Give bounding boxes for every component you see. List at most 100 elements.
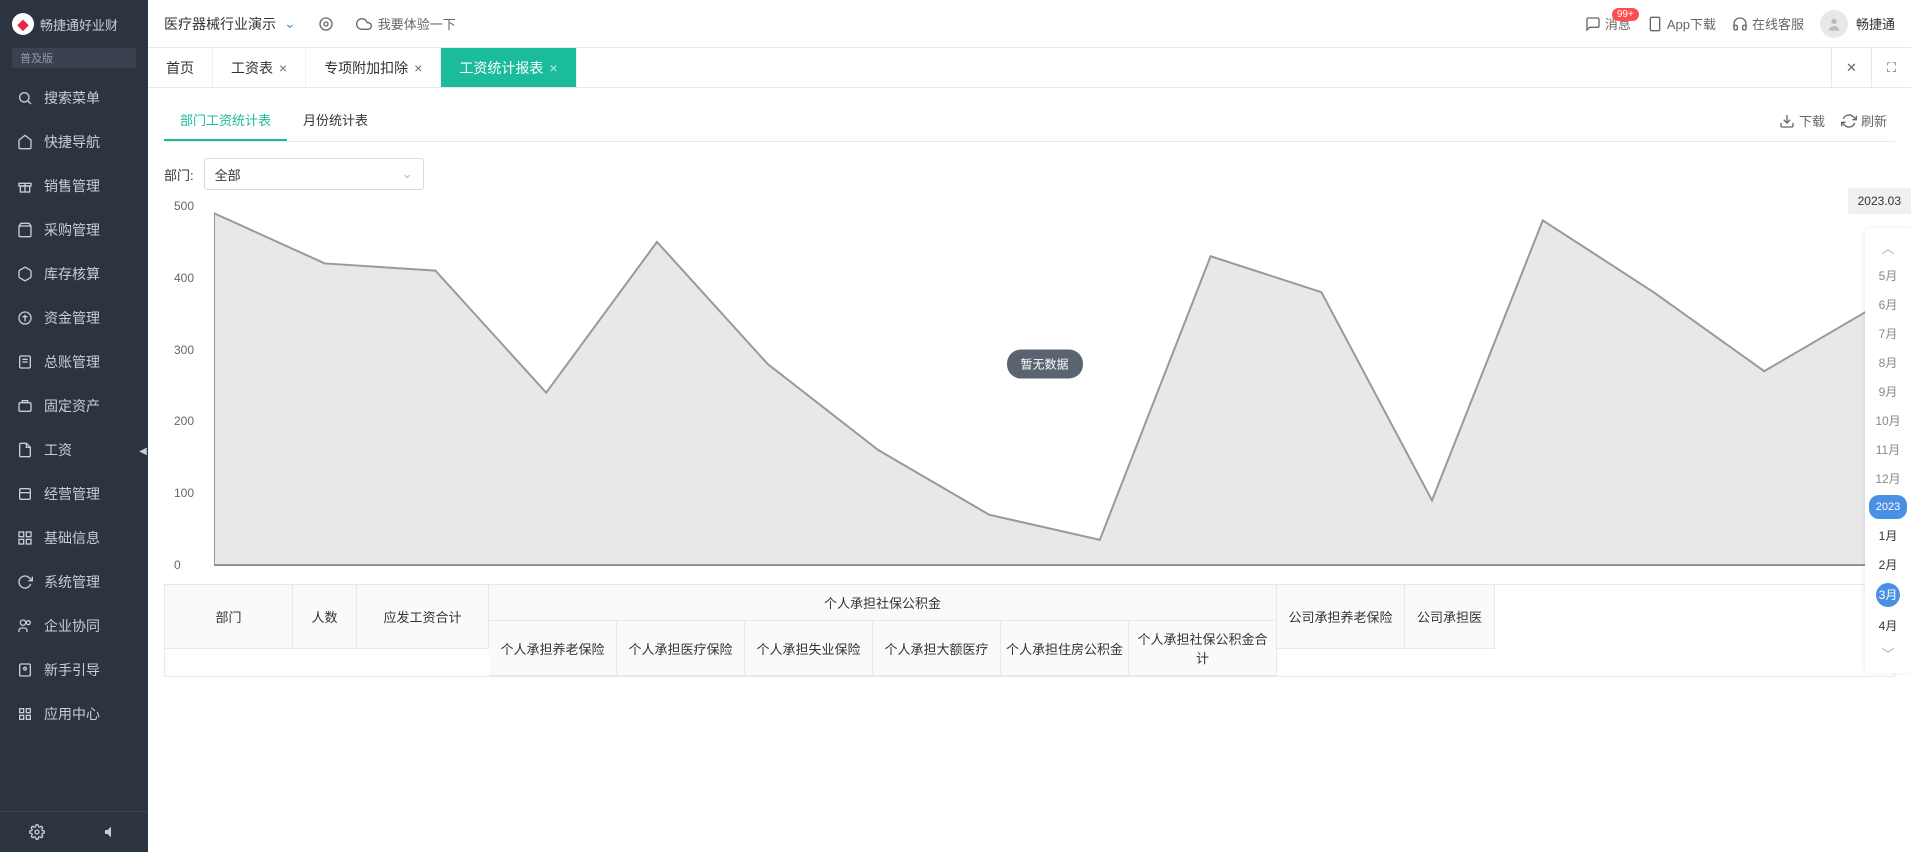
- chevron-down-icon: ⌄: [284, 15, 296, 32]
- sidebar-item-label: 搜索菜单: [44, 88, 100, 108]
- timeline-item-0[interactable]: 5月: [1865, 261, 1911, 290]
- timeline-down-button[interactable]: ﹀: [1865, 640, 1911, 667]
- sidebar-item-10[interactable]: 基础信息: [0, 516, 148, 560]
- sidebar-item-7[interactable]: 固定资产: [0, 384, 148, 428]
- logo-area[interactable]: ◆ 畅捷通好业财: [0, 0, 148, 48]
- collab-icon: [16, 617, 34, 635]
- sidebar-item-4[interactable]: 库存核算: [0, 252, 148, 296]
- table-header: 个人承担大额医疗: [873, 621, 1001, 676]
- refresh-icon: [1841, 113, 1857, 129]
- refresh-label: 刷新: [1861, 111, 1887, 130]
- sidebar-item-14[interactable]: 应用中心: [0, 692, 148, 736]
- header-settings-button[interactable]: [312, 10, 340, 38]
- sidebar-item-label: 资金管理: [44, 308, 100, 328]
- tab-2[interactable]: 专项附加扣除×: [306, 48, 441, 87]
- tab-3[interactable]: 工资统计报表×: [441, 48, 576, 87]
- chart-svg: [214, 206, 1875, 565]
- sidebar-footer: [0, 811, 148, 852]
- tab-label: 工资表: [231, 58, 273, 78]
- sidebar-item-13[interactable]: 新手引导: [0, 648, 148, 692]
- avatar: [1820, 10, 1848, 38]
- timeline-item-1[interactable]: 6月: [1865, 290, 1911, 319]
- search-icon: [16, 89, 34, 107]
- download-button[interactable]: App下载: [1647, 14, 1716, 33]
- timeline-item-11[interactable]: 3月: [1876, 583, 1900, 607]
- sidebar-item-1[interactable]: 快捷导航: [0, 120, 148, 164]
- settings-button[interactable]: [0, 812, 74, 852]
- sidebar-item-3[interactable]: 采购管理: [0, 208, 148, 252]
- user-menu[interactable]: 畅捷通: [1820, 10, 1895, 38]
- timeline-item-6[interactable]: 11月: [1865, 435, 1911, 464]
- sidebar-item-12[interactable]: 企业协同: [0, 604, 148, 648]
- biz-icon: [16, 485, 34, 503]
- sidebar-item-0[interactable]: 搜索菜单: [0, 76, 148, 120]
- department-select[interactable]: 全部 ⌄: [204, 158, 424, 190]
- timeline-item-8[interactable]: 2023: [1869, 495, 1907, 519]
- tab-label: 首页: [166, 58, 194, 78]
- close-icon: ✕: [1846, 60, 1857, 76]
- coin-icon: [16, 309, 34, 327]
- table-group-header: 个人承担社保公积金: [489, 585, 1277, 621]
- tab-close-icon[interactable]: ×: [414, 60, 422, 76]
- sidebar-item-label: 应用中心: [44, 704, 100, 724]
- tab-close-icon[interactable]: ×: [279, 60, 287, 76]
- brand-name: 畅捷通好业财: [40, 15, 118, 34]
- home-icon: [16, 133, 34, 151]
- table-header: 公司承担医: [1405, 585, 1495, 649]
- data-table: 部门人数应发工资合计个人承担社保公积金个人承担养老保险个人承担医疗保险个人承担失…: [164, 584, 1895, 677]
- timeline-item-5[interactable]: 10月: [1865, 406, 1911, 435]
- table-header: 个人承担失业保险: [745, 621, 873, 676]
- org-selector[interactable]: 医疗器械行业演示 ⌄: [164, 14, 296, 34]
- tab-1[interactable]: 工资表 ×: [213, 48, 306, 87]
- timeline-item-4[interactable]: 9月: [1865, 377, 1911, 406]
- download-action[interactable]: 下载: [1779, 111, 1825, 130]
- service-button[interactable]: 在线客服: [1732, 14, 1804, 33]
- table-header: 个人承担医疗保险: [617, 621, 745, 676]
- tab-0[interactable]: 首页: [148, 48, 213, 87]
- chevron-up-icon: ︿: [1881, 238, 1894, 257]
- sub-tab-0[interactable]: 部门工资统计表: [164, 100, 287, 141]
- grid-icon: [16, 529, 34, 547]
- table-header: 部门: [165, 585, 293, 649]
- gear-icon: [29, 824, 45, 840]
- main: 医疗器械行业演示 ⌄ 我要体验一下 消息 99+ App下载: [148, 0, 1911, 852]
- timeline-item-3[interactable]: 8月: [1865, 348, 1911, 377]
- sidebar-item-5[interactable]: 资金管理: [0, 296, 148, 340]
- sidebar-item-label: 快捷导航: [44, 132, 100, 152]
- timeline-item-2[interactable]: 7月: [1865, 319, 1911, 348]
- timeline-item-12[interactable]: 4月: [1865, 611, 1911, 640]
- sound-button[interactable]: [74, 812, 148, 852]
- select-value: 全部: [215, 165, 241, 184]
- sidebar-item-label: 工资: [44, 440, 72, 460]
- sidebar-item-label: 库存核算: [44, 264, 100, 284]
- sidebar-item-11[interactable]: 系统管理: [0, 560, 148, 604]
- sidebar-item-6[interactable]: 总账管理: [0, 340, 148, 384]
- sidebar-item-8[interactable]: 工资: [0, 428, 148, 472]
- doc-icon: [16, 441, 34, 459]
- box-icon: [16, 265, 34, 283]
- tab-close-icon[interactable]: ×: [549, 60, 557, 76]
- sub-tab-1[interactable]: 月份统计表: [287, 100, 384, 141]
- timeline-item-7[interactable]: 12月: [1865, 464, 1911, 493]
- y-tick-label: 400: [174, 271, 194, 285]
- filter-label: 部门:: [164, 165, 194, 184]
- expand-icon: ⛶: [1887, 60, 1896, 76]
- sidebar-item-2[interactable]: 销售管理: [0, 164, 148, 208]
- tab-fullscreen-button[interactable]: ⛶: [1871, 48, 1911, 88]
- sidebar-item-9[interactable]: 经营管理: [0, 472, 148, 516]
- download-label: App下载: [1667, 14, 1716, 33]
- experience-button[interactable]: 我要体验一下: [356, 14, 456, 33]
- timeline-up-button[interactable]: ︿: [1865, 234, 1911, 261]
- timeline-item-10[interactable]: 2月: [1865, 550, 1911, 579]
- tab-close-all-button[interactable]: ✕: [1831, 48, 1871, 88]
- y-tick-label: 300: [174, 343, 194, 357]
- asset-icon: [16, 397, 34, 415]
- service-label: 在线客服: [1752, 14, 1804, 33]
- timeline-item-9[interactable]: 1月: [1865, 521, 1911, 550]
- message-button[interactable]: 消息 99+: [1585, 14, 1631, 33]
- refresh-action[interactable]: 刷新: [1841, 111, 1887, 130]
- table-header: 公司承担养老保险: [1277, 585, 1405, 649]
- user-name: 畅捷通: [1856, 14, 1895, 33]
- message-icon: [1585, 16, 1601, 32]
- chart-empty-message: 暂无数据: [1006, 349, 1082, 378]
